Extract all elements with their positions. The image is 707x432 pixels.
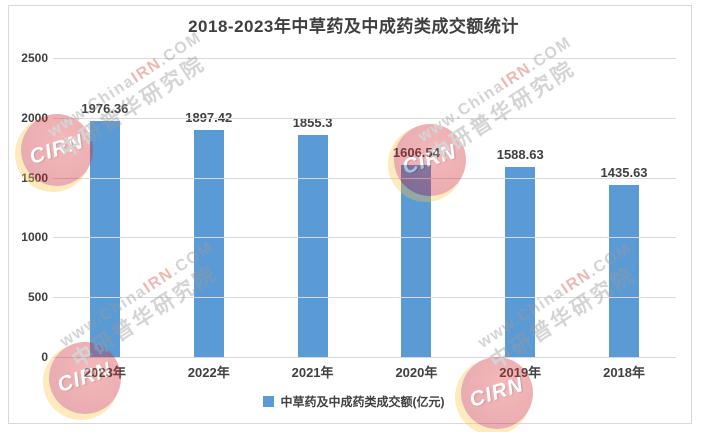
gridline (53, 117, 676, 119)
x-axis-category-label: 2018年 (603, 365, 646, 380)
x-axis-category-label: 2019年 (499, 365, 542, 380)
bar (297, 135, 328, 357)
chart-title: 2018-2023年中草药及中成药类成交额统计 (188, 17, 519, 36)
y-axis-tick-label: 0 (41, 350, 48, 364)
y-axis-tick-label: 1500 (21, 170, 48, 185)
bar-slot: 1855.3 2021年 (261, 58, 365, 380)
x-axis-category-label: 2021年 (291, 365, 334, 380)
bar-slot: 1435.63 2018年 (572, 58, 676, 380)
bar-value-label: 1588.63 (496, 147, 544, 162)
gridline (53, 58, 676, 59)
bar-value-label: 1855.3 (292, 115, 333, 131)
y-axis-tick-label: 1000 (21, 230, 48, 245)
bar (89, 120, 120, 357)
bar-slot: 1897.42 2022年 (157, 58, 261, 380)
chart-frame-border (8, 5, 692, 424)
x-axis-category-label: 2023年 (83, 365, 126, 380)
x-axis-category-label: 2022年 (187, 365, 230, 380)
bar (609, 185, 640, 357)
bar-slot: 1976.36 2023年 (53, 58, 157, 380)
bar (401, 164, 432, 357)
gridline (53, 237, 676, 239)
plot-area: 1976.36 2023年 1897.42 2022年 1855.3 2021年 1606.… (21, 51, 676, 380)
bar-value-label: 1606.54 (392, 144, 440, 160)
x-axis-category-label: 2020年 (395, 365, 438, 380)
bar (505, 167, 536, 357)
y-axis-tick-label: 500 (27, 290, 48, 305)
gridline (53, 357, 676, 358)
y-axis-tick-label: 2500 (21, 51, 48, 65)
bar-slot: 1606.54 2020年 (364, 58, 468, 380)
legend: 中草药及中成药类成交额(亿元) (0, 393, 707, 410)
legend-label: 中草药及中成药类成交额(亿元) (280, 395, 445, 409)
bar-value-label: 1897.42 (185, 110, 233, 126)
gridline (53, 297, 676, 299)
bars-row: 1976.36 2023年 1897.42 2022年 1855.3 2021年 1606.… (53, 58, 676, 380)
bar-slot: 1588.63 2019年 (468, 58, 572, 380)
bar-value-label: 1976.36 (81, 100, 129, 116)
y-axis-tick-label: 2000 (21, 110, 48, 125)
legend-marker-icon (262, 396, 274, 407)
bar (193, 130, 224, 357)
gridline (53, 177, 676, 179)
bar-value-label: 1435.63 (600, 165, 648, 181)
